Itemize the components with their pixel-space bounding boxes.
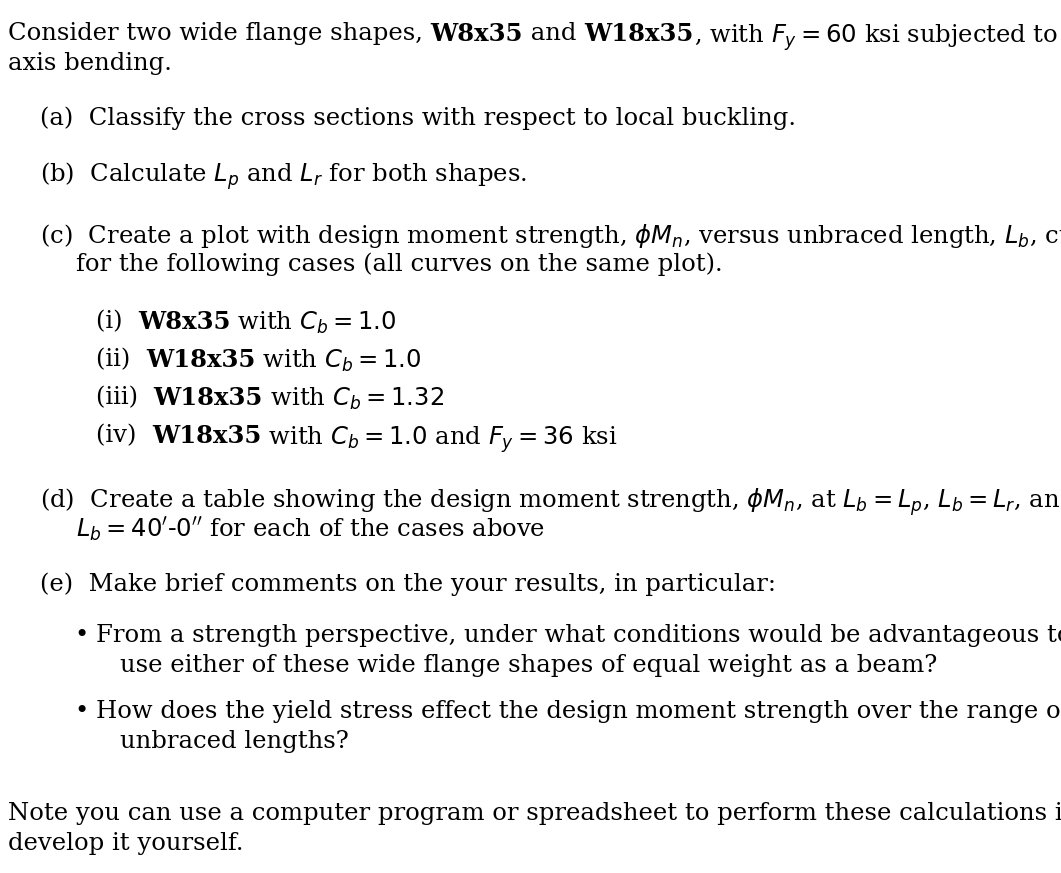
Text: unbraced lengths?: unbraced lengths? bbox=[120, 730, 349, 753]
Text: with $C_b = 1.0$: with $C_b = 1.0$ bbox=[255, 348, 421, 375]
Text: (i): (i) bbox=[95, 310, 138, 333]
Text: for the following cases (all curves on the same plot).: for the following cases (all curves on t… bbox=[76, 252, 723, 276]
Text: W18x35: W18x35 bbox=[145, 348, 255, 372]
Text: (iv): (iv) bbox=[95, 424, 152, 447]
Text: with $C_b = 1.0$ and $F_y = 36$ ksi: with $C_b = 1.0$ and $F_y = 36$ ksi bbox=[261, 424, 618, 455]
Text: •: • bbox=[74, 624, 88, 647]
Text: W8x35: W8x35 bbox=[431, 22, 523, 46]
Text: From a strength perspective, under what conditions would be advantageous to: From a strength perspective, under what … bbox=[95, 624, 1061, 647]
Text: (ii): (ii) bbox=[95, 348, 145, 371]
Text: •: • bbox=[74, 700, 88, 723]
Text: (e)  Make brief comments on the your results, in particular:: (e) Make brief comments on the your resu… bbox=[40, 572, 776, 595]
Text: Consider two wide flange shapes,: Consider two wide flange shapes, bbox=[8, 22, 431, 45]
Text: W18x35: W18x35 bbox=[154, 386, 263, 410]
Text: (d)  Create a table showing the design moment strength, $\phi M_n$, at $L_b = L_: (d) Create a table showing the design mo… bbox=[40, 486, 1061, 518]
Text: Note you can use a computer program or spreadsheet to perform these calculations: Note you can use a computer program or s… bbox=[8, 802, 1061, 825]
Text: $L_b = 40'\text{-}0''$ for each of the cases above: $L_b = 40'\text{-}0''$ for each of the c… bbox=[76, 516, 545, 544]
Text: axis bending.: axis bending. bbox=[8, 52, 172, 75]
Text: (a)  Classify the cross sections with respect to local buckling.: (a) Classify the cross sections with res… bbox=[40, 106, 796, 129]
Text: How does the yield stress effect the design moment strength over the range of: How does the yield stress effect the des… bbox=[95, 700, 1061, 723]
Text: and: and bbox=[523, 22, 585, 45]
Text: with $C_b = 1.0$: with $C_b = 1.0$ bbox=[230, 310, 397, 336]
Text: (b)  Calculate $L_p$ and $L_r$ for both shapes.: (b) Calculate $L_p$ and $L_r$ for both s… bbox=[40, 160, 527, 192]
Text: use either of these wide flange shapes of equal weight as a beam?: use either of these wide flange shapes o… bbox=[120, 654, 937, 677]
Text: develop it yourself.: develop it yourself. bbox=[8, 832, 244, 855]
Text: W18x35: W18x35 bbox=[585, 22, 694, 46]
Text: (c)  Create a plot with design moment strength, $\phi M_n$, versus unbraced leng: (c) Create a plot with design moment str… bbox=[40, 222, 1061, 250]
Text: with $C_b = 1.32$: with $C_b = 1.32$ bbox=[263, 386, 443, 412]
Text: (iii): (iii) bbox=[95, 386, 154, 409]
Text: W18x35: W18x35 bbox=[152, 424, 261, 448]
Text: W8x35: W8x35 bbox=[138, 310, 230, 334]
Text: , with $F_y = 60$ ksi subjected to strong: , with $F_y = 60$ ksi subjected to stron… bbox=[694, 22, 1061, 52]
